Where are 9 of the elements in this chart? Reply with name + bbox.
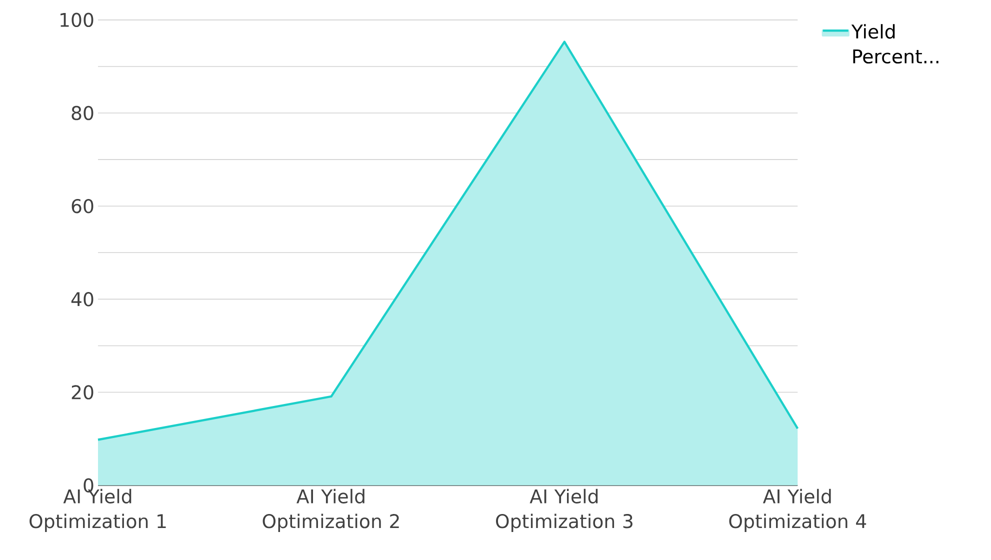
y-tick-label: 100 bbox=[60, 12, 94, 28]
x-tick-label: AI Yield Optimization 3 bbox=[496, 488, 632, 532]
y-tick-label: 80 bbox=[72, 106, 94, 120]
y-tick-label: 20 bbox=[72, 385, 94, 400]
legend-label: Yield Percent... bbox=[851, 24, 938, 64]
y-tick-label: 60 bbox=[72, 198, 94, 214]
y-tick-label: 40 bbox=[71, 292, 94, 306]
x-tick-label: AI Yield Optimization 2 bbox=[262, 488, 399, 532]
x-tick-label: AI Yield Optimization 4 bbox=[729, 488, 866, 532]
